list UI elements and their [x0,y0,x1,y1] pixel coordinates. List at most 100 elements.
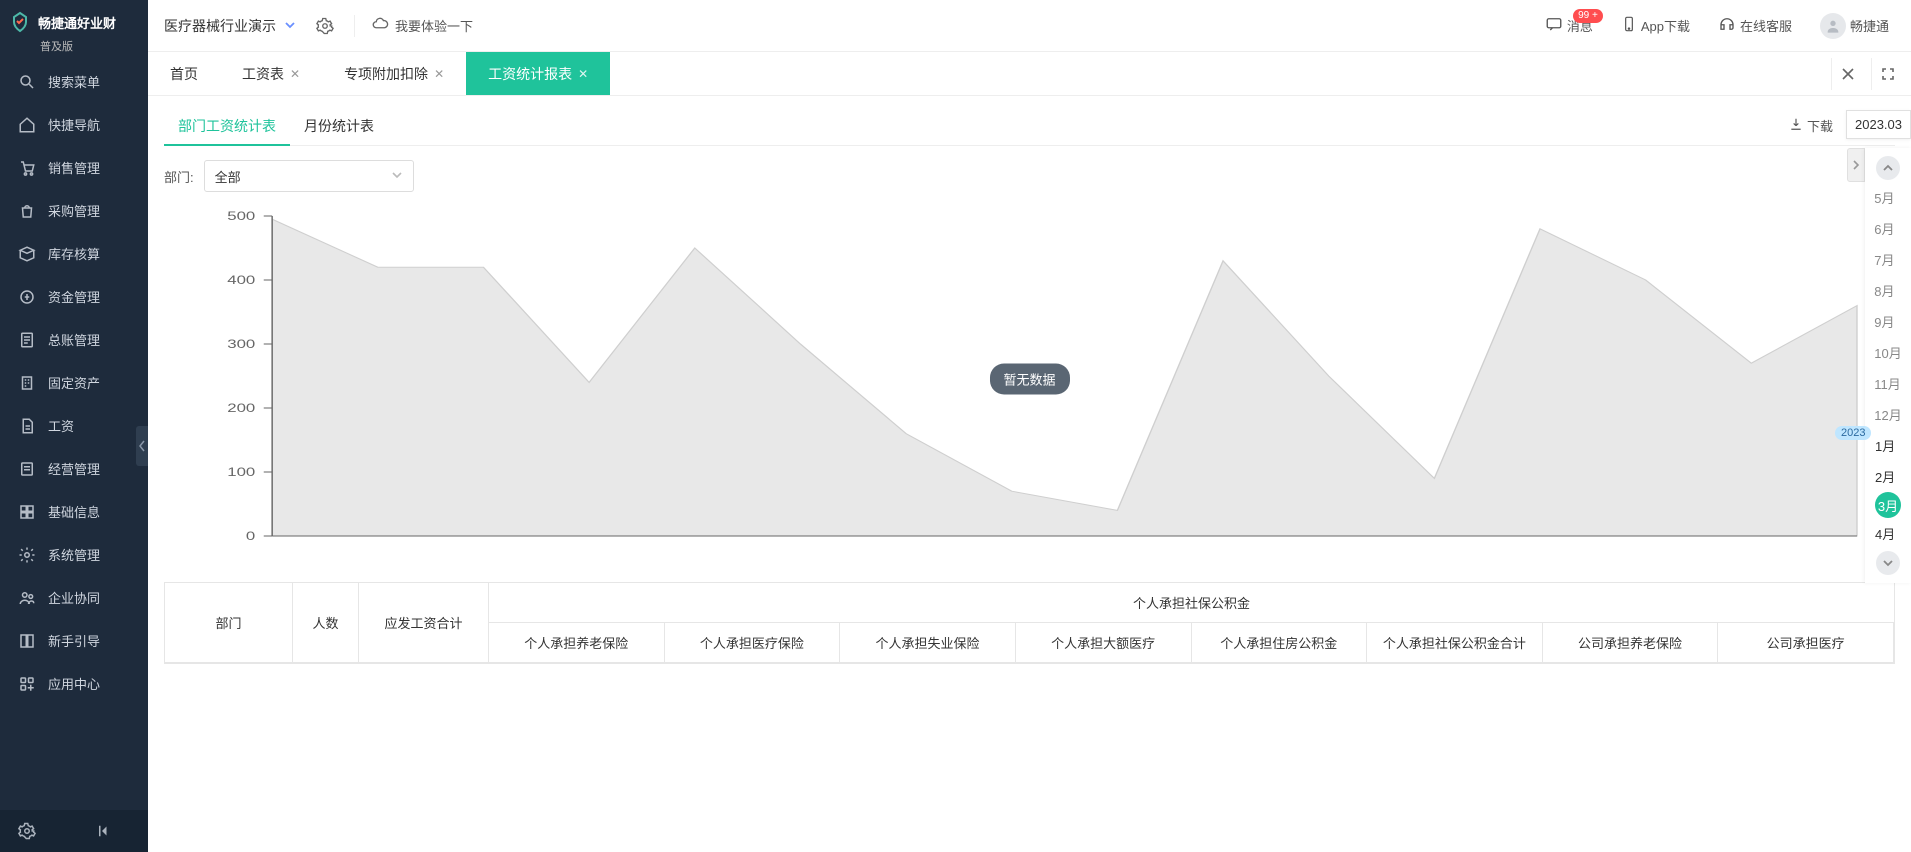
svg-text:400: 400 [227,274,255,287]
subtab-0[interactable]: 部门工资统计表 [164,106,290,146]
th-group-col-1: 个人承担医疗保险 [665,623,841,663]
month-item-gray-4[interactable]: 9月 [1874,306,1901,337]
month-item-gray-0[interactable]: 5月 [1874,182,1901,213]
sidebar-item-1[interactable]: 快捷导航 [0,103,148,146]
settings-icon[interactable] [18,822,36,840]
sidebar-item-11[interactable]: 系统管理 [0,533,148,576]
sidebar-item-5[interactable]: 资金管理 [0,275,148,318]
try-demo-button[interactable]: 我要体验一下 [371,15,473,36]
workspace-switcher[interactable]: 医疗器械行业演示 [164,16,296,36]
sidebar-item-12[interactable]: 企业协同 [0,576,148,619]
building-icon [18,374,36,392]
tab-0[interactable]: 首页 [148,52,220,95]
main: 医疗器械行业演示 我要体验一下 消息 99 + [148,0,1911,852]
sidebar-item-2[interactable]: 销售管理 [0,146,148,189]
sidebar-item-0[interactable]: 搜索菜单 [0,60,148,103]
messages-button[interactable]: 消息 99 + [1539,15,1599,36]
sidebar-item-4[interactable]: 库存核算 [0,232,148,275]
close-icon[interactable]: ✕ [290,67,300,81]
sidebar-item-label: 总账管理 [48,330,100,349]
th-group-col-2: 个人承担失业保险 [840,623,1016,663]
online-service-button[interactable]: 在线客服 [1712,15,1798,36]
tab-2[interactable]: 专项附加扣除✕ [322,52,466,95]
sidebar-item-6[interactable]: 总账管理 [0,318,148,361]
month-item-gray-5[interactable]: 10月 [1874,337,1901,368]
month-item-2[interactable]: 3月 [1875,492,1901,518]
month-item-gray-3[interactable]: 8月 [1874,275,1901,306]
sidebar-item-label: 采购管理 [48,201,100,220]
online-service-label: 在线客服 [1740,16,1792,35]
sidebar-scroll-hint[interactable] [136,426,148,466]
th-fixed-1: 人数 [293,583,359,663]
coin-icon [18,288,36,306]
sidebar-item-label: 经营管理 [48,459,100,478]
sidebar-header: 畅捷通好业财 [0,0,148,38]
workspace-title: 医疗器械行业演示 [164,16,276,36]
fullscreen-icon[interactable] [1871,58,1903,90]
th-group-title: 个人承担社保公积金 [489,583,1894,623]
th-group-col-4: 个人承担住房公积金 [1192,623,1368,663]
tab-label: 工资统计报表 [488,64,572,84]
messages-badge: 99 + [1573,9,1603,23]
tab-label: 首页 [170,64,198,84]
app-icon [18,675,36,693]
th-group-col-5: 个人承担社保公积金合计 [1367,623,1543,663]
month-item-0[interactable]: 1月 [1875,430,1901,461]
th-fixed-2: 应发工资合计 [359,583,489,663]
department-filter-label: 部门: [164,167,194,186]
subtab-1[interactable]: 月份统计表 [290,106,388,146]
sidebar-item-8[interactable]: 工资 [0,404,148,447]
home-icon [18,116,36,134]
month-item-gray-7[interactable]: 12月 [1874,399,1901,430]
filter-row: 部门: 全部 [164,146,1895,206]
settings-gear-icon[interactable] [312,13,338,39]
user-menu[interactable]: 畅捷通 [1814,13,1895,39]
topbar: 医疗器械行业演示 我要体验一下 消息 99 + [148,0,1911,52]
th-group-col-6: 公司承担养老保险 [1543,623,1719,663]
sidebar-item-10[interactable]: 基础信息 [0,490,148,533]
app-download-label: App下载 [1641,16,1690,35]
sidebar-item-label: 新手引导 [48,631,100,650]
sidebar-item-3[interactable]: 采购管理 [0,189,148,232]
page-tabs: 首页工资表✕专项附加扣除✕工资统计报表✕ [148,52,1911,96]
brand-name: 畅捷通好业财 [38,13,116,32]
close-icon[interactable]: ✕ [434,67,444,81]
salary-table: 部门人数应发工资合计个人承担社保公积金个人承担养老保险个人承担医疗保险个人承担失… [164,582,1895,664]
tab-1[interactable]: 工资表 ✕ [220,52,322,95]
month-rail-down[interactable] [1876,551,1900,575]
month-item-gray-1[interactable]: 6月 [1874,213,1901,244]
month-rail-up[interactable] [1876,156,1900,180]
month-item-3[interactable]: 4月 [1875,518,1901,549]
sidebar-item-13[interactable]: 新手引导 [0,619,148,662]
brand-logo-icon [8,10,32,34]
sub-tabs: 部门工资统计表月份统计表 下载 刷新 [164,106,1895,146]
svg-text:300: 300 [227,338,255,351]
cart-icon [18,159,36,177]
download-icon [1789,117,1803,134]
month-item-gray-2[interactable]: 7月 [1874,244,1901,275]
sidebar-item-14[interactable]: 应用中心 [0,662,148,705]
month-item-1[interactable]: 2月 [1875,461,1901,492]
try-demo-label: 我要体验一下 [395,16,473,35]
month-item-gray-6[interactable]: 11月 [1874,368,1901,399]
app-download-button[interactable]: App下载 [1615,15,1696,36]
chart-empty-badge: 暂无数据 [989,363,1069,394]
brand-edition: 普及版 [0,38,148,60]
sidebar-item-label: 销售管理 [48,158,100,177]
sidebar-item-label: 系统管理 [48,545,100,564]
sidebar-item-label: 资金管理 [48,287,100,306]
close-icon[interactable]: ✕ [578,67,588,81]
sidebar-item-label: 固定资产 [48,373,100,392]
sidebar-footer [0,810,148,852]
department-select[interactable]: 全部 [204,160,414,192]
tab-label: 工资表 [242,64,284,84]
collapse-icon[interactable] [96,822,114,840]
current-period-badge: 2023.03 [1846,110,1911,139]
tab-3[interactable]: 工资统计报表 ✕ [466,52,610,95]
sidebar-item-7[interactable]: 固定资产 [0,361,148,404]
close-all-tabs-icon[interactable] [1831,58,1863,90]
period-rail-toggle[interactable] [1847,148,1865,182]
download-button[interactable]: 下载 [1789,116,1833,135]
svg-text:100: 100 [227,466,255,479]
sidebar-item-9[interactable]: 经营管理 [0,447,148,490]
